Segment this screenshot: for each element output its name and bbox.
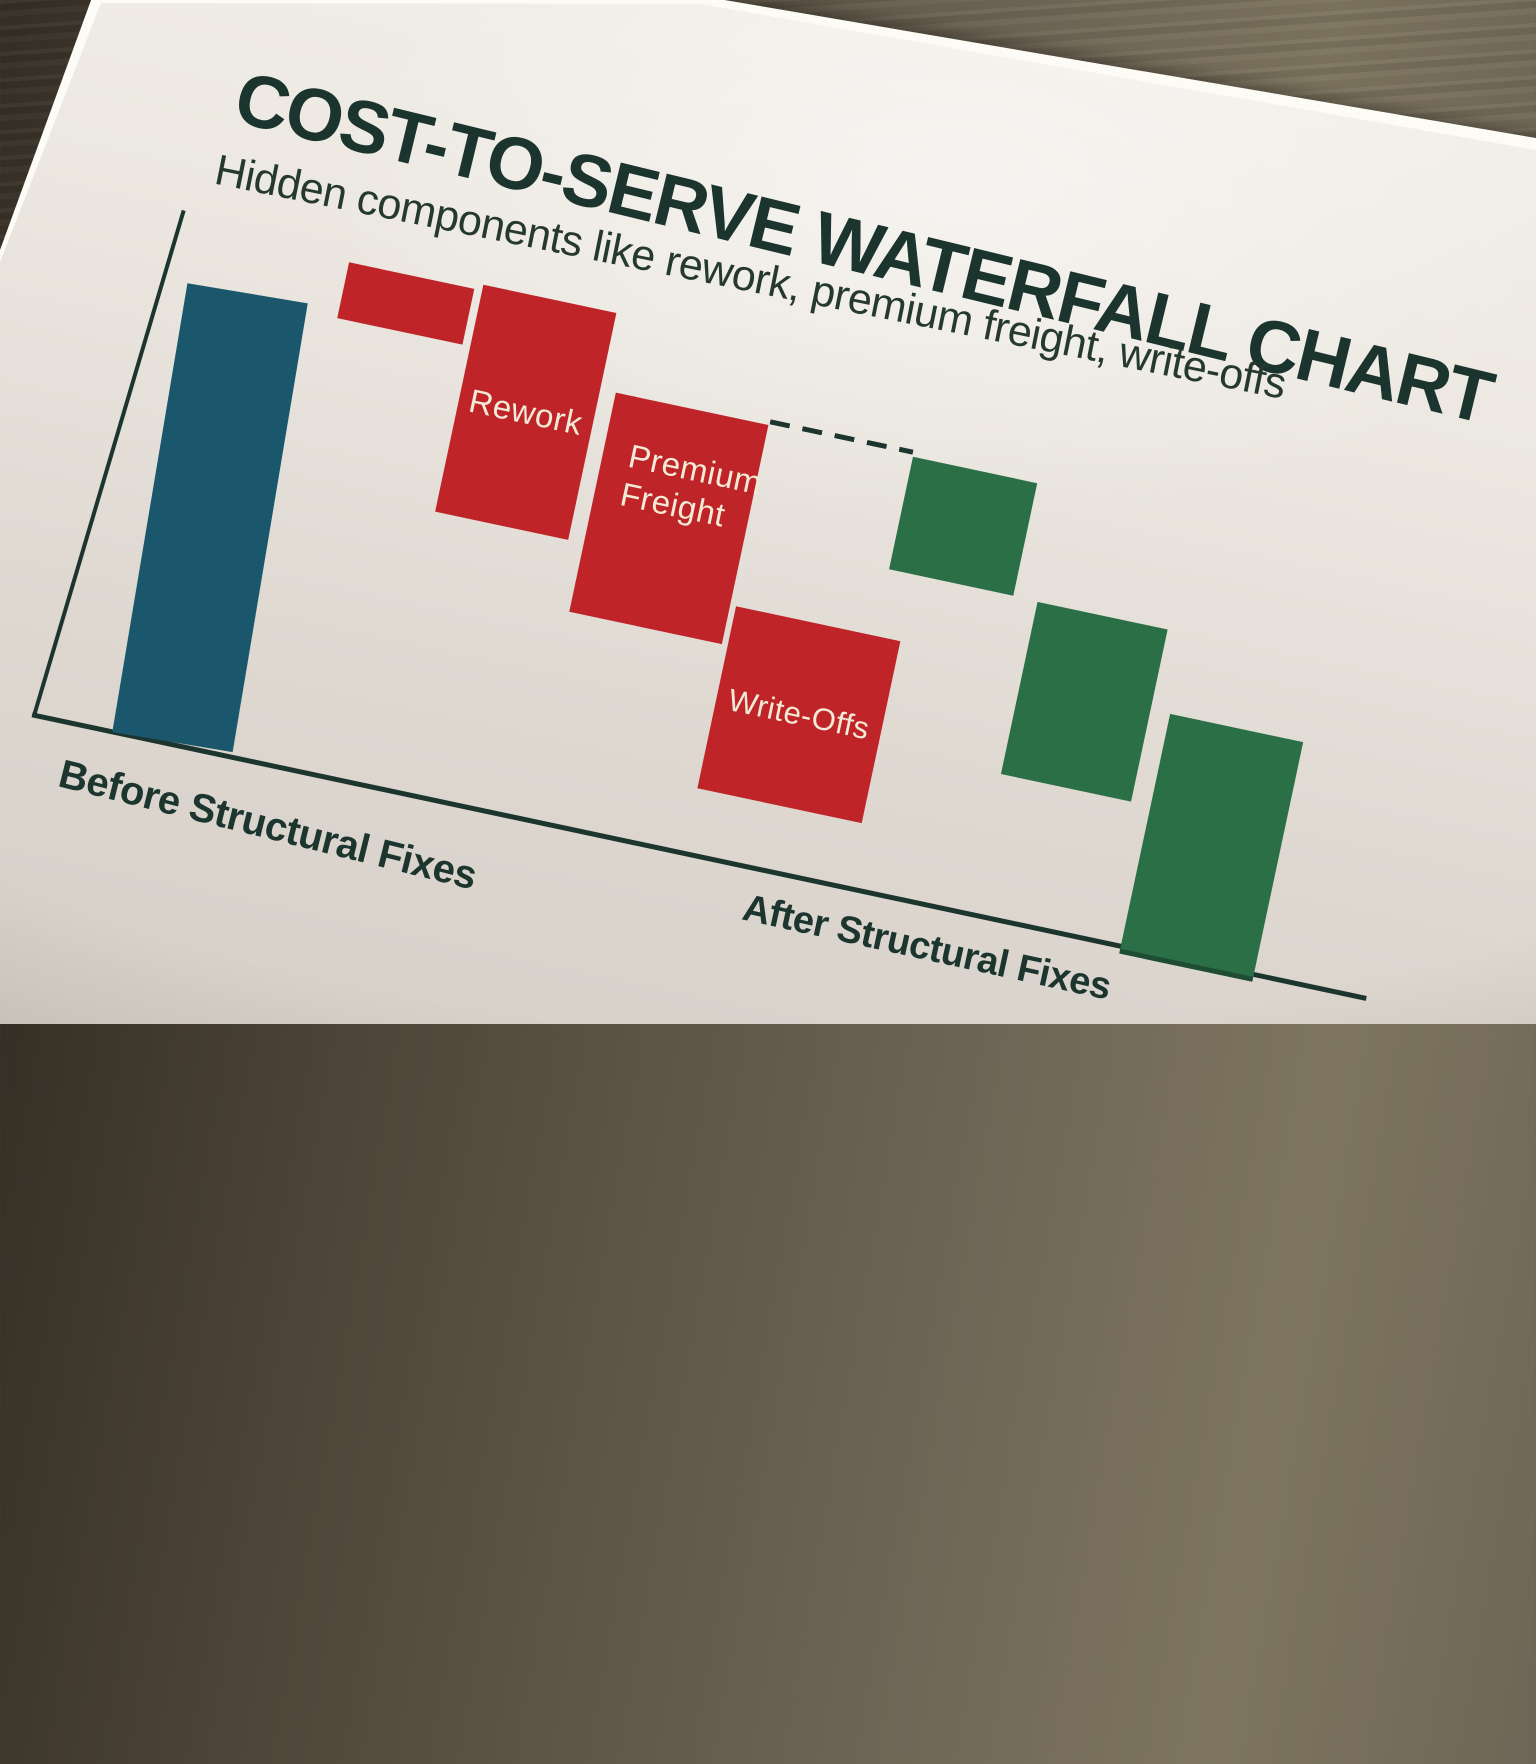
write-offs-bar: Write-Offs — [697, 606, 901, 824]
premium-freight-bar-label: Premium Freight — [617, 437, 766, 534]
rework-bar-label: Rework — [465, 381, 586, 442]
dashed-connector-line — [769, 419, 914, 455]
remaining-step-2-bar — [1000, 601, 1168, 802]
x-axis-label-before: Before Structural Fixes — [54, 751, 481, 899]
remaining-step-1-bar — [889, 456, 1038, 596]
decrement-bar-unlabeled — [337, 262, 475, 345]
remaining-final-bar-after — [1119, 713, 1304, 982]
write-offs-bar-label: Write-Offs — [725, 681, 873, 746]
